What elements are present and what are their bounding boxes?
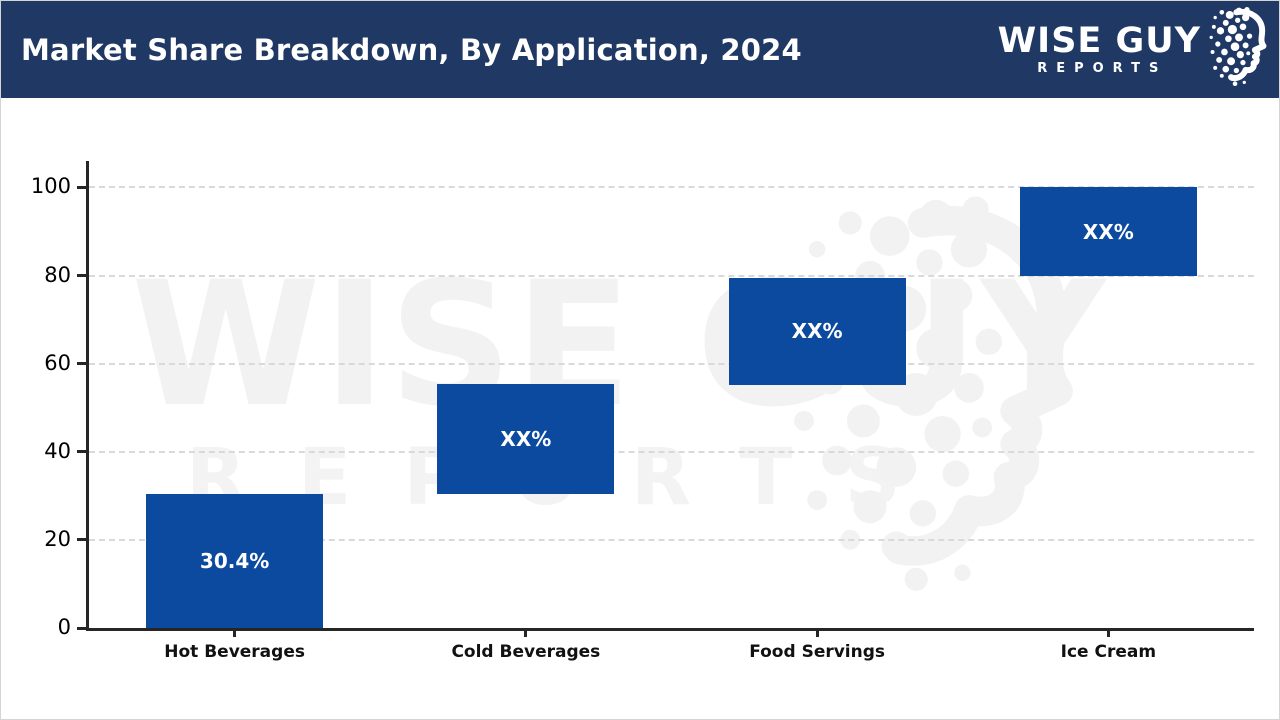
bar-ice-cream: XX%	[1019, 187, 1197, 277]
gridline-100	[89, 186, 1254, 189]
header: Market Share Breakdown, By Application, …	[1, 1, 1279, 98]
logo-text: WISE GUY REPORTS	[997, 20, 1201, 77]
logo-subtext: REPORTS	[1037, 61, 1168, 77]
gridline-80	[89, 274, 1254, 277]
x-tick-mark-food-servings	[815, 628, 819, 637]
x-tick-mark-hot-beverages	[233, 628, 237, 637]
y-tick-mark-40	[77, 450, 86, 454]
x-axis-line	[86, 628, 1254, 631]
y-tick-label-60: 60	[44, 350, 71, 375]
x-tick-label-hot-beverages: Hot Beverages	[164, 642, 305, 662]
y-tick-label-0: 0	[57, 615, 71, 639]
bar-food-servings: XX%	[728, 278, 906, 385]
bar-value-label-food-servings: XX%	[791, 319, 843, 344]
bar-value-label-ice-cream: XX%	[1082, 219, 1134, 244]
y-tick-mark-100	[77, 185, 86, 189]
gridline-20	[89, 538, 1254, 541]
bar-value-label-cold-beverages: XX%	[500, 426, 552, 451]
bar-cold-beverages: XX%	[437, 383, 615, 495]
x-tick-label-cold-beverages: Cold Beverages	[451, 642, 601, 662]
x-tick-label-ice-cream: Ice Cream	[1060, 642, 1157, 662]
y-tick-mark-80	[77, 274, 86, 278]
y-axis-line	[86, 161, 89, 628]
logo-head-icon	[1205, 7, 1273, 93]
y-tick-mark-20	[77, 538, 86, 542]
x-tick-mark-cold-beverages	[524, 628, 528, 637]
x-tick-label-food-servings: Food Servings	[749, 642, 886, 662]
gridline-60	[89, 362, 1254, 365]
gridline-40	[89, 450, 1254, 453]
y-tick-label-40: 40	[44, 438, 71, 463]
bar-hot-beverages: 30.4%	[146, 494, 324, 628]
page-title: Market Share Breakdown, By Application, …	[21, 32, 802, 67]
y-tick-label-100: 100	[30, 174, 71, 199]
y-tick-label-20: 20	[44, 526, 71, 551]
x-tick-mark-ice-cream	[1106, 628, 1110, 637]
y-tick-mark-60	[77, 362, 86, 366]
y-tick-label-80: 80	[44, 262, 71, 287]
plot-area: 0 20 40 60 80 100 30.4% Hot Beverages XX% Cold Be…	[31, 161, 1254, 662]
y-tick-mark-0	[77, 626, 86, 630]
bar-value-label-hot-beverages: 30.4%	[199, 549, 270, 574]
logo-wordmark: WISE GUY	[997, 20, 1201, 61]
wiseguy-logo: WISE GUY REPORTS	[998, 1, 1273, 98]
